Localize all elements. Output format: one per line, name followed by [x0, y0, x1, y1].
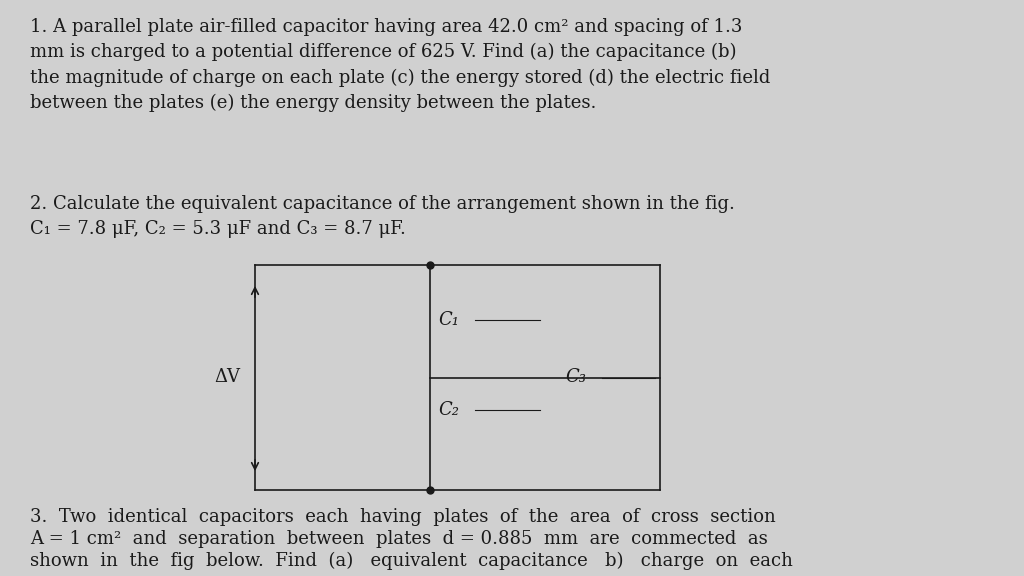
Text: 3.  Two  identical  capacitors  each  having  plates  of  the  area  of  cross  : 3. Two identical capacitors each having …: [30, 508, 776, 526]
Text: C₃: C₃: [565, 369, 586, 386]
Text: C₁ = 7.8 μF, C₂ = 5.3 μF and C₃ = 8.7 μF.: C₁ = 7.8 μF, C₂ = 5.3 μF and C₃ = 8.7 μF…: [30, 220, 406, 238]
Text: 2. Calculate the equivalent capacitance of the arrangement shown in the fig.: 2. Calculate the equivalent capacitance …: [30, 195, 735, 213]
Text: C₂: C₂: [438, 401, 459, 419]
Text: 1. A parallel plate air-filled capacitor having area 42.0 cm² and spacing of 1.3: 1. A parallel plate air-filled capacitor…: [30, 18, 770, 112]
Text: shown  in  the  fig  below.  Find  (a)   equivalent  capacitance   b)   charge  : shown in the fig below. Find (a) equival…: [30, 552, 793, 570]
Text: C₁: C₁: [438, 311, 459, 329]
Text: ΔV: ΔV: [214, 369, 240, 386]
Text: A = 1 cm²  and  separation  between  plates  d = 0.885  mm  are  commected  as: A = 1 cm² and separation between plates …: [30, 530, 768, 548]
